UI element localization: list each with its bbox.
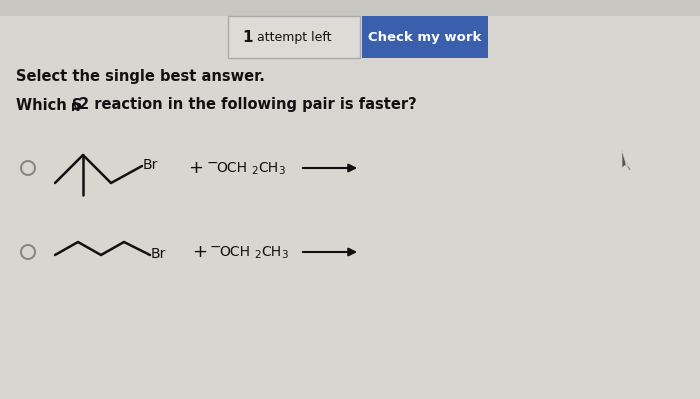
Text: 1: 1 [242, 30, 253, 45]
Bar [228, 16, 360, 58]
Text: N: N [71, 103, 80, 113]
Text: OCH: OCH [219, 245, 250, 259]
Text: OCH: OCH [216, 161, 247, 175]
Text: −: − [207, 156, 218, 170]
Text: 2 reaction in the following pair is faster?: 2 reaction in the following pair is fast… [79, 97, 416, 113]
Text: 2: 2 [251, 166, 258, 176]
Text: Check my work: Check my work [368, 30, 482, 43]
Text: CH: CH [258, 161, 278, 175]
Text: −: − [210, 240, 222, 254]
Text: 2: 2 [254, 250, 260, 260]
Text: attempt left: attempt left [253, 30, 332, 43]
Text: Select the single best answer.: Select the single best answer. [16, 69, 265, 83]
Text: Br: Br [151, 247, 167, 261]
Text: CH: CH [261, 245, 281, 259]
Text: +: + [188, 159, 204, 177]
Text: 3: 3 [281, 250, 288, 260]
Polygon shape [622, 150, 631, 170]
Text: 3: 3 [278, 166, 285, 176]
Bar [0, 0, 700, 16]
Text: Which S: Which S [16, 97, 83, 113]
Text: +: + [193, 243, 207, 261]
Bar [362, 16, 488, 58]
Text: Br: Br [143, 158, 158, 172]
